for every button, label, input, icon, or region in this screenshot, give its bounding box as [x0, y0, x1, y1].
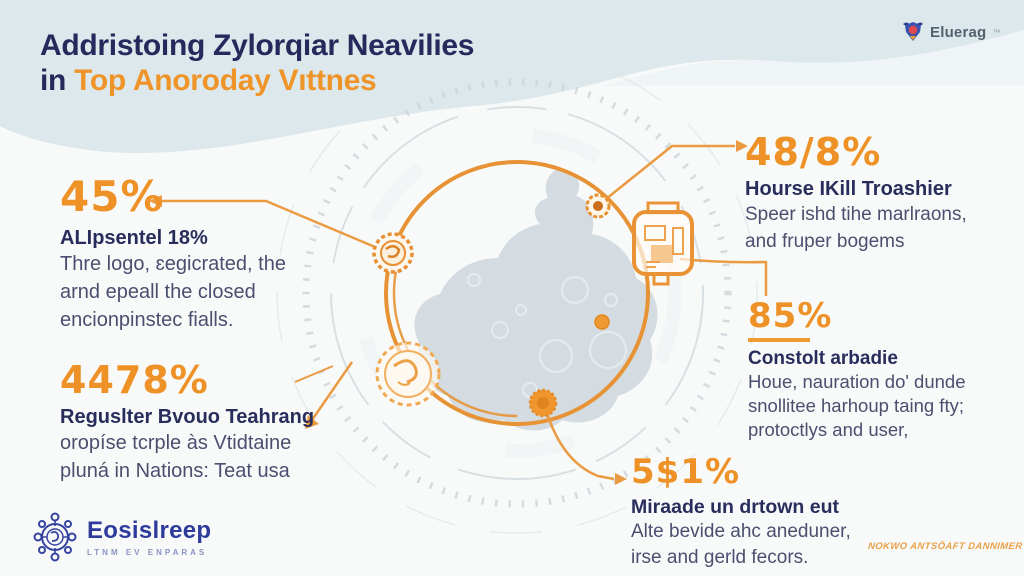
title-line1: Addristoing Zylorqiar Neavilies — [40, 29, 475, 62]
gear-icon-left — [372, 232, 414, 274]
stat-text-line: Thre logo, ɛegicrated, the — [60, 253, 286, 275]
stat-text-line: Speer ishd tihe marlraons, — [745, 204, 967, 225]
brand-top-name: Eluerag — [930, 23, 987, 41]
page-title: Addristoing Zylorqiar Neavilies in Top A… — [40, 28, 474, 99]
stat-value: 45% — [60, 172, 164, 221]
stat-text-line: Alte bevide ahc aneduner, — [631, 521, 851, 542]
title-line2-prefix: in — [40, 64, 75, 98]
world-map — [414, 168, 658, 431]
gear-icon-lower-left — [375, 341, 441, 407]
stat-underline — [748, 338, 810, 342]
top-wave-soft-edge — [600, 30, 1024, 86]
brand-bottom-text: Eosislreep LTNM EV ENPARAS — [87, 517, 211, 557]
connector-4478 — [294, 361, 354, 429]
stat-block-551: 5$1% Miraade un drtown eut Alte bevide a… — [631, 452, 931, 571]
node-icon-bottom — [528, 388, 558, 418]
stat-text-line: irse and gerld fecors. — [631, 547, 809, 568]
node-icon-mid-right — [594, 314, 610, 330]
dial-rings — [276, 52, 758, 534]
stat-value: 48/8% — [745, 130, 882, 174]
stat-value: 4478% — [60, 358, 209, 402]
stat-block-4478: 4478% Reguslter Bvouo Teahrang oropíse t… — [60, 358, 380, 485]
connector-551 — [544, 409, 627, 485]
footnote-text: NOKWO ANTSÖAFT DANNIMER — [867, 541, 1024, 552]
stat-heading: Hourse IKill Troashier — [745, 178, 952, 200]
node-icon-top-right — [585, 193, 611, 219]
stat-text-line: and fruper bogems — [745, 231, 905, 252]
orange-ring — [384, 160, 650, 426]
stat-text-line: oropíse tcrple às Vtidtaine — [60, 432, 292, 454]
brand-top-trademark: ™ — [992, 27, 1001, 37]
title-line2: in Top Anoroday Vıttnes — [40, 63, 474, 98]
eluerag-logo-icon — [903, 22, 923, 41]
map-craters — [466, 272, 628, 399]
connector-45 — [149, 195, 376, 249]
stat-text-line: arnd epeall the closed — [60, 281, 256, 303]
brand-bottom-tagline: LTNM EV ENPARAS — [87, 548, 208, 557]
stat-text-line: snollitee harhoup taing fty; — [748, 395, 964, 416]
chip-icon-right — [632, 201, 694, 286]
stat-value: 5$1% — [631, 452, 741, 492]
stat-heading: Reguslter Bvouo Teahrang — [60, 406, 315, 428]
brand-bottom-name: Eosislreep — [87, 517, 212, 544]
stat-block-85: 85% Constolt arbadie Houe, nauration do'… — [748, 296, 1018, 442]
stat-text-line: Houe, nauration do' dunde — [748, 371, 966, 392]
brand-bottom: Eosislreep LTNM EV ENPARAS — [33, 510, 211, 564]
stat-block-45: 45% ALIpsentel 18% Thre logo, ɛegicrated… — [60, 172, 360, 334]
stat-heading: ALIpsentel 18% — [60, 227, 208, 249]
stat-text-line: encionpinstec fialls. — [60, 309, 234, 331]
stat-heading: Miraade un drtown eut — [631, 496, 840, 518]
stat-text-line: pluná in Nations: Teat usa — [60, 460, 290, 482]
stat-heading: Constolt arbadie — [748, 348, 898, 369]
connector-4818 — [605, 140, 748, 200]
top-wave — [0, 0, 1024, 154]
title-line2-highlight: Top Anoroday Vıttnes — [74, 64, 377, 98]
stat-block-4818: 48/8% Hourse IKill Troashier Speer ishd … — [745, 130, 1015, 255]
stat-value: 85% — [748, 296, 833, 336]
stat-text-line: protoctlys and user, — [748, 419, 909, 440]
brand-top: Eluerag ™ — [902, 20, 1000, 44]
eosislreep-logo-icon — [33, 512, 77, 562]
